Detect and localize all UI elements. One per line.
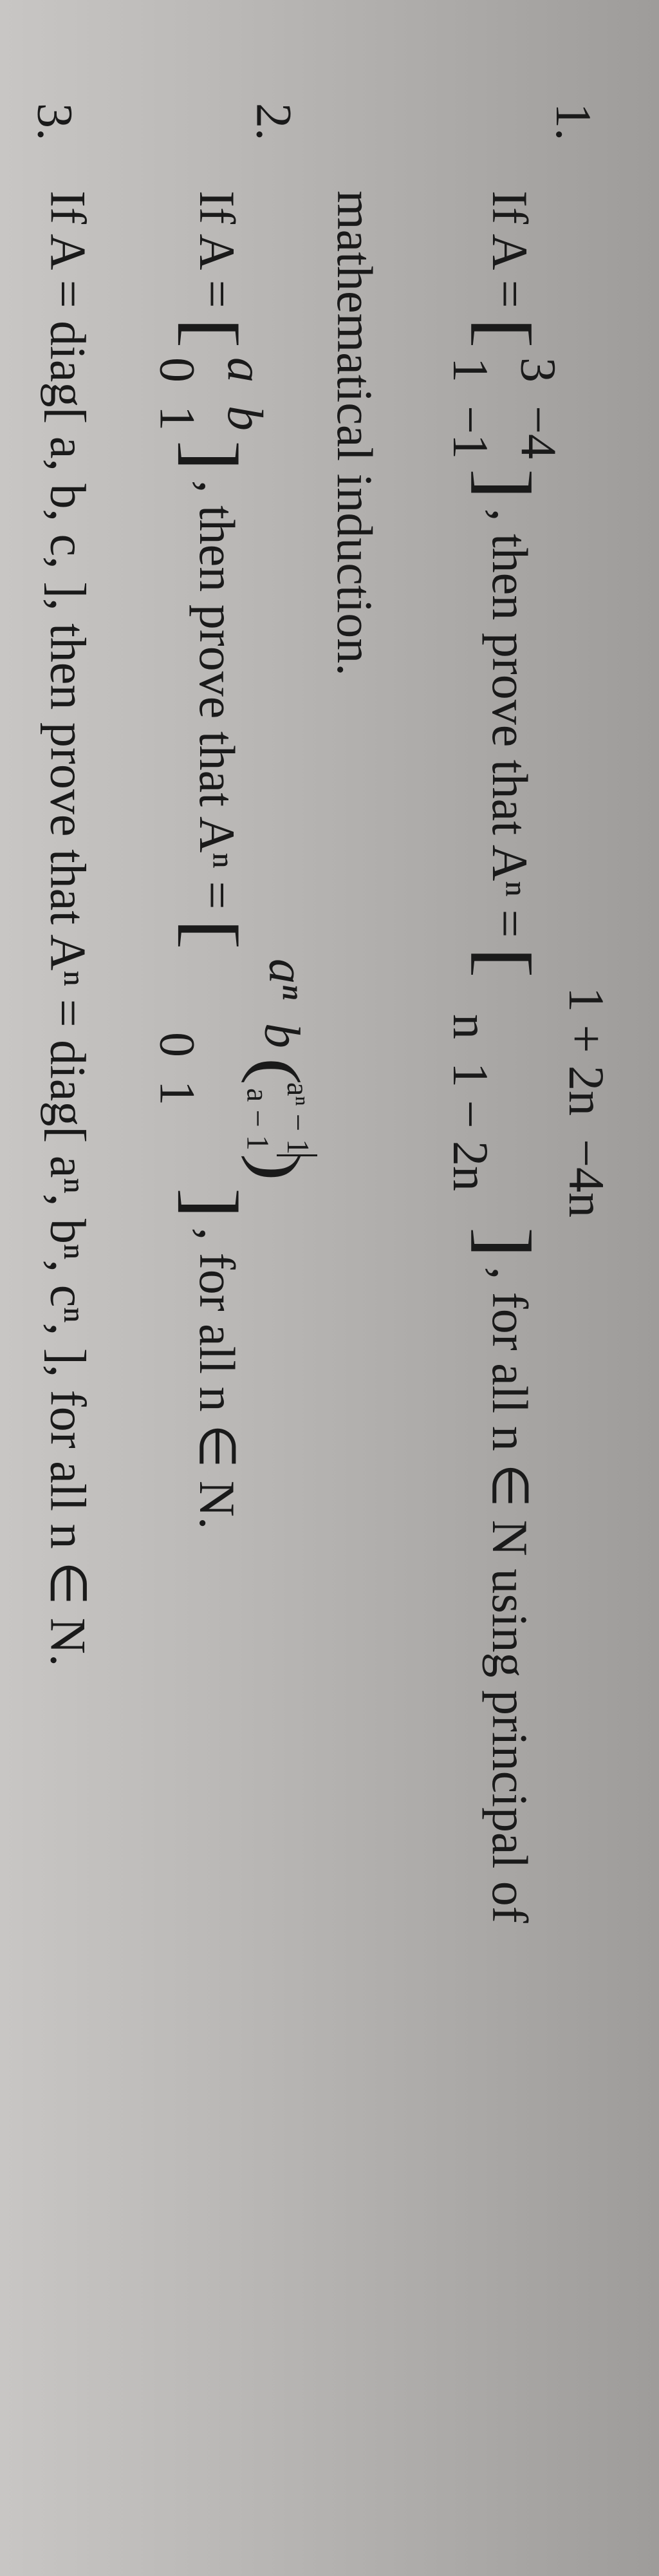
q3-body: If A = diag[ a, b, c, ], then prove that… <box>34 187 102 2473</box>
q1-prefix: If A = <box>482 191 538 308</box>
bracket-icon: [ <box>162 918 261 950</box>
frac-den: a − 1 <box>237 1088 277 1151</box>
q2-mid: , then prove that Aⁿ = <box>189 480 245 909</box>
bracket-icon: ] <box>456 1227 554 1258</box>
m-cell: b <box>212 406 279 431</box>
m-cell: −1 <box>437 406 505 459</box>
q1-line1: If A = [ 3 −4 1 −1 ] , then prove that A… <box>389 191 620 2469</box>
frac-num: aⁿ − 1 <box>277 1082 317 1156</box>
m-cell: −4 <box>505 406 572 459</box>
q1-number: 1. <box>524 103 620 187</box>
m-cell: b ( aⁿ − 1 a − 1 ) <box>212 1023 321 1178</box>
bracket-icon: [ <box>456 946 554 978</box>
m-cell: 1 <box>144 406 211 431</box>
question-3: 3. If A = diag[ a, b, c, ], then prove t… <box>6 103 102 2473</box>
q2-tail: , for all n ∈ N. <box>189 1228 245 1530</box>
m-cell: 1 − 2n <box>389 1062 505 1191</box>
m-cell: 1 <box>437 357 505 382</box>
page: 1. If A = [ 3 −4 1 −1 ] , then prove tha… <box>0 0 659 2576</box>
m-cell: −4n <box>505 1139 620 1217</box>
q1-tail1: , for all n ∈ N using principal of <box>482 1267 538 1923</box>
question-2: 2. If A = [ a b 0 1 ] , then prove that … <box>102 103 321 2473</box>
q2-b: b <box>254 1023 310 1048</box>
q2-matrix-a: a b 0 1 <box>144 357 279 431</box>
q2-prefix: If A = <box>189 191 245 308</box>
q2-line1: If A = [ a b 0 1 ] , then prove that Aⁿ … <box>102 191 321 2469</box>
m-cell: 1 <box>102 1080 212 1105</box>
m-cell: 0 <box>144 357 211 382</box>
q1-mid: , then prove that Aⁿ = <box>482 509 538 937</box>
q3-line1: If A = diag[ a, b, c, ], then prove that… <box>34 191 102 2469</box>
q1-matrix-an: 1 + 2n −4n n 1 − 2n <box>389 987 620 1217</box>
q1-body: If A = [ 3 −4 1 −1 ] , then prove that A… <box>321 187 620 2473</box>
q3-number: 3. <box>6 103 102 187</box>
paren-group: ( aⁿ − 1 a − 1 ) <box>233 1060 321 1178</box>
q2-matrix-an: aⁿ b ( aⁿ − 1 a − 1 ) <box>102 959 321 1178</box>
bracket-icon: [ <box>456 317 554 349</box>
m-cell: aⁿ <box>212 959 321 1000</box>
bracket-icon: ] <box>162 440 261 471</box>
m-cell: a <box>212 357 279 382</box>
fraction: aⁿ − 1 a − 1 <box>237 1082 318 1156</box>
bracket-icon: ] <box>456 468 554 500</box>
bracket-icon: [ <box>162 317 261 349</box>
bracket-icon: ] <box>162 1187 261 1219</box>
q2-number: 2. <box>225 103 321 187</box>
m-cell: 1 + 2n <box>505 987 620 1116</box>
m-cell: n <box>389 1014 505 1039</box>
q2-body: If A = [ a b 0 1 ] , then prove that Aⁿ … <box>102 187 321 2473</box>
q1-matrix-a: 3 −4 1 −1 <box>437 357 573 459</box>
paren-icon: ( <box>233 1058 321 1085</box>
m-cell: 3 <box>505 357 572 382</box>
question-1: 1. If A = [ 3 −4 1 −1 ] , then prove tha… <box>321 103 620 2473</box>
paren-icon: ) <box>233 1154 321 1181</box>
m-cell: 0 <box>102 1032 212 1057</box>
q1-line2: mathematical induction. <box>321 191 389 2469</box>
